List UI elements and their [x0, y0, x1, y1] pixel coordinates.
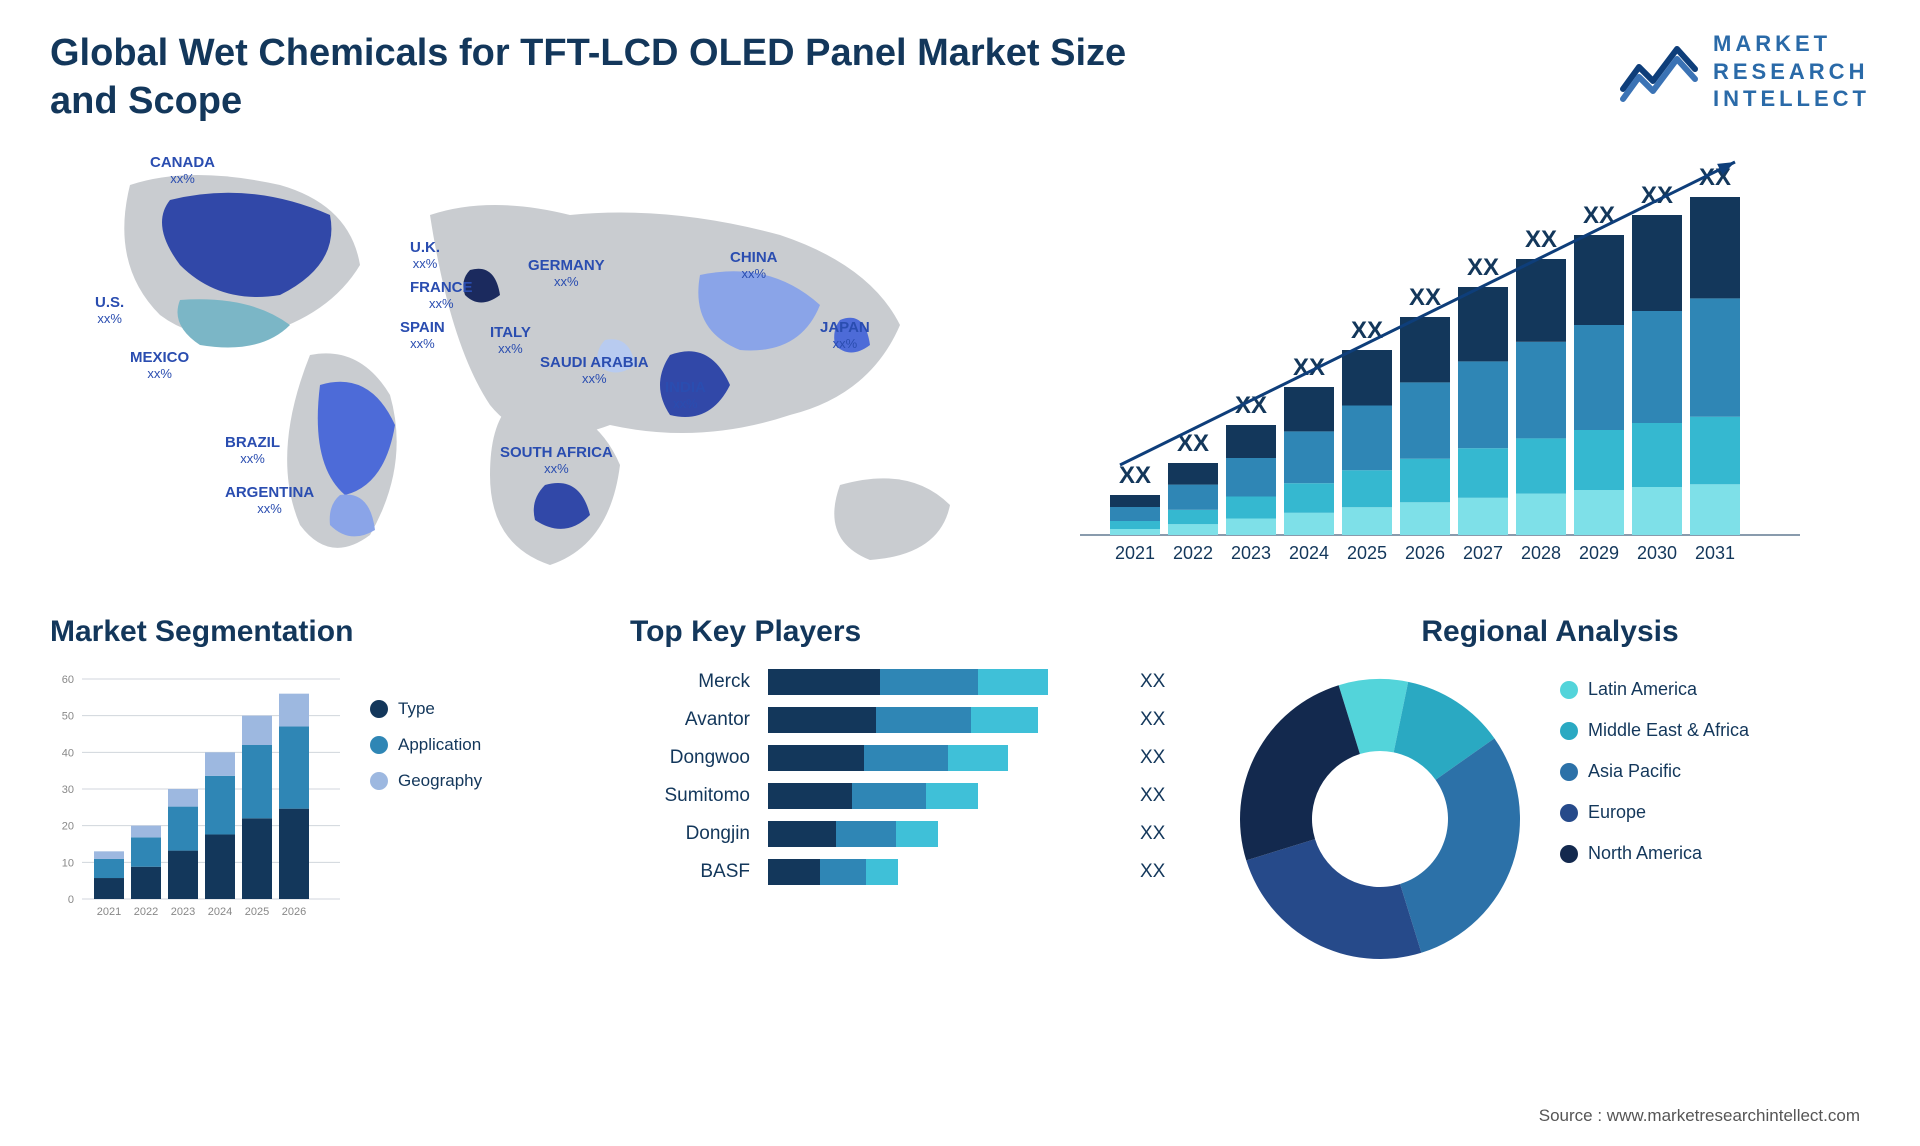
player-bar-cell: [768, 859, 1122, 885]
logo-line3: INTELLECT: [1713, 85, 1870, 113]
map-label: GERMANYxx%: [528, 258, 605, 289]
svg-text:2021: 2021: [97, 906, 121, 918]
player-name: Dongwoo: [630, 747, 750, 769]
legend-item: Latin America: [1560, 679, 1749, 700]
svg-text:2025: 2025: [1347, 543, 1387, 563]
segmentation-legend: Type Application Geography: [370, 669, 482, 929]
svg-text:2025: 2025: [245, 906, 269, 918]
svg-text:2023: 2023: [171, 906, 195, 918]
logo-text: MARKET RESEARCH INTELLECT: [1713, 30, 1870, 113]
map-label: U.K.xx%: [410, 240, 440, 271]
svg-text:2024: 2024: [1289, 543, 1329, 563]
logo-line2: RESEARCH: [1713, 58, 1870, 86]
svg-text:30: 30: [62, 784, 74, 796]
legend-item: Application: [370, 735, 482, 755]
svg-text:50: 50: [62, 711, 74, 723]
regional-legend: Latin America Middle East & Africa Asia Pa…: [1560, 669, 1749, 864]
svg-text:XX: XX: [1409, 284, 1441, 311]
map-label: CHINAxx%: [730, 250, 778, 281]
player-bar-cell: [768, 821, 1122, 847]
svg-text:10: 10: [62, 857, 74, 869]
svg-text:XX: XX: [1119, 462, 1151, 489]
svg-text:2028: 2028: [1521, 543, 1561, 563]
svg-text:2029: 2029: [1579, 543, 1619, 563]
legend-item: North America: [1560, 843, 1749, 864]
svg-text:60: 60: [62, 674, 74, 686]
svg-text:20: 20: [62, 821, 74, 833]
brand-logo: MARKET RESEARCH INTELLECT: [1619, 30, 1870, 113]
source-text: Source : www.marketresearchintellect.com: [1539, 1106, 1860, 1126]
donut-chart: [1230, 669, 1530, 969]
map-label: SPAINxx%: [400, 320, 445, 351]
player-value: XX: [1140, 861, 1190, 883]
map-label: ITALYxx%: [490, 325, 531, 356]
svg-text:XX: XX: [1467, 254, 1499, 281]
world-map: CANADAxx% U.S.xx%MEXICOxx% BRAZILxx% ARGENT…: [50, 145, 970, 575]
player-value: XX: [1140, 785, 1190, 807]
logo-line1: MARKET: [1713, 30, 1870, 58]
player-bar-cell: [768, 745, 1122, 771]
svg-text:2022: 2022: [1173, 543, 1213, 563]
player-name: BASF: [630, 861, 750, 883]
legend-item: Type: [370, 699, 482, 719]
svg-text:2031: 2031: [1695, 543, 1735, 563]
svg-text:2021: 2021: [1115, 543, 1155, 563]
player-value: XX: [1140, 823, 1190, 845]
map-label: ARGENTINAxx%: [225, 485, 314, 516]
svg-text:2023: 2023: [1231, 543, 1271, 563]
player-name: Dongjin: [630, 823, 750, 845]
players-chart: Merck XX Avantor XX Dongwoo XX Sumitomo XX Dongj…: [630, 669, 1190, 885]
bottom-row: Market Segmentation 0 10 20 30 40 50 60 2021 202…: [50, 615, 1870, 969]
svg-text:0: 0: [68, 894, 74, 906]
player-bar-cell: [768, 669, 1122, 695]
svg-text:XX: XX: [1351, 317, 1383, 344]
player-name: Avantor: [630, 709, 750, 731]
svg-text:40: 40: [62, 747, 74, 759]
regional-title: Regional Analysis: [1230, 615, 1870, 649]
trend-svg: XX2021XX2022XX2023XX2024XX2025XX2026XX20…: [1010, 145, 1870, 575]
player-name: Sumitomo: [630, 785, 750, 807]
players-section: Top Key Players Merck XX Avantor XX Dongwoo X…: [630, 615, 1190, 969]
svg-text:2026: 2026: [282, 906, 306, 918]
map-label: SOUTH AFRICAxx%: [500, 445, 613, 476]
map-label: U.S.xx%: [95, 295, 124, 326]
player-value: XX: [1140, 747, 1190, 769]
svg-text:2027: 2027: [1463, 543, 1503, 563]
svg-text:XX: XX: [1525, 226, 1557, 253]
map-label: BRAZILxx%: [225, 435, 280, 466]
player-name: Merck: [630, 671, 750, 693]
player-bar-cell: [768, 783, 1122, 809]
map-label: SAUDI ARABIAxx%: [540, 355, 649, 386]
legend-item: Middle East & Africa: [1560, 720, 1749, 741]
map-label: JAPANxx%: [820, 320, 870, 351]
legend-item: Asia Pacific: [1560, 761, 1749, 782]
map-label: MEXICOxx%: [130, 350, 189, 381]
player-value: XX: [1140, 671, 1190, 693]
logo-icon: [1619, 39, 1699, 103]
svg-text:2030: 2030: [1637, 543, 1677, 563]
segmentation-chart: 0 10 20 30 40 50 60 2021 2022 2023 2024 2025 2026: [50, 669, 340, 929]
segmentation-section: Market Segmentation 0 10 20 30 40 50 60 2021 202…: [50, 615, 590, 969]
svg-text:2022: 2022: [134, 906, 158, 918]
map-label: INDIAxx%: [665, 380, 706, 411]
player-bar-cell: [768, 707, 1122, 733]
svg-text:2026: 2026: [1405, 543, 1445, 563]
svg-text:2024: 2024: [208, 906, 232, 918]
map-label: CANADAxx%: [150, 155, 215, 186]
legend-item: Geography: [370, 771, 482, 791]
top-row: CANADAxx% U.S.xx%MEXICOxx% BRAZILxx% ARGENT…: [50, 145, 1870, 575]
trend-chart: XX2021XX2022XX2023XX2024XX2025XX2026XX20…: [1010, 145, 1870, 575]
segmentation-title: Market Segmentation: [50, 615, 590, 649]
page-title: Global Wet Chemicals for TFT-LCD OLED Pa…: [50, 30, 1150, 125]
players-title: Top Key Players: [630, 615, 1190, 649]
player-value: XX: [1140, 709, 1190, 731]
header: Global Wet Chemicals for TFT-LCD OLED Pa…: [50, 30, 1870, 125]
regional-section: Regional Analysis Latin America Middle Ea…: [1230, 615, 1870, 969]
legend-item: Europe: [1560, 802, 1749, 823]
map-label: FRANCExx%: [410, 280, 473, 311]
